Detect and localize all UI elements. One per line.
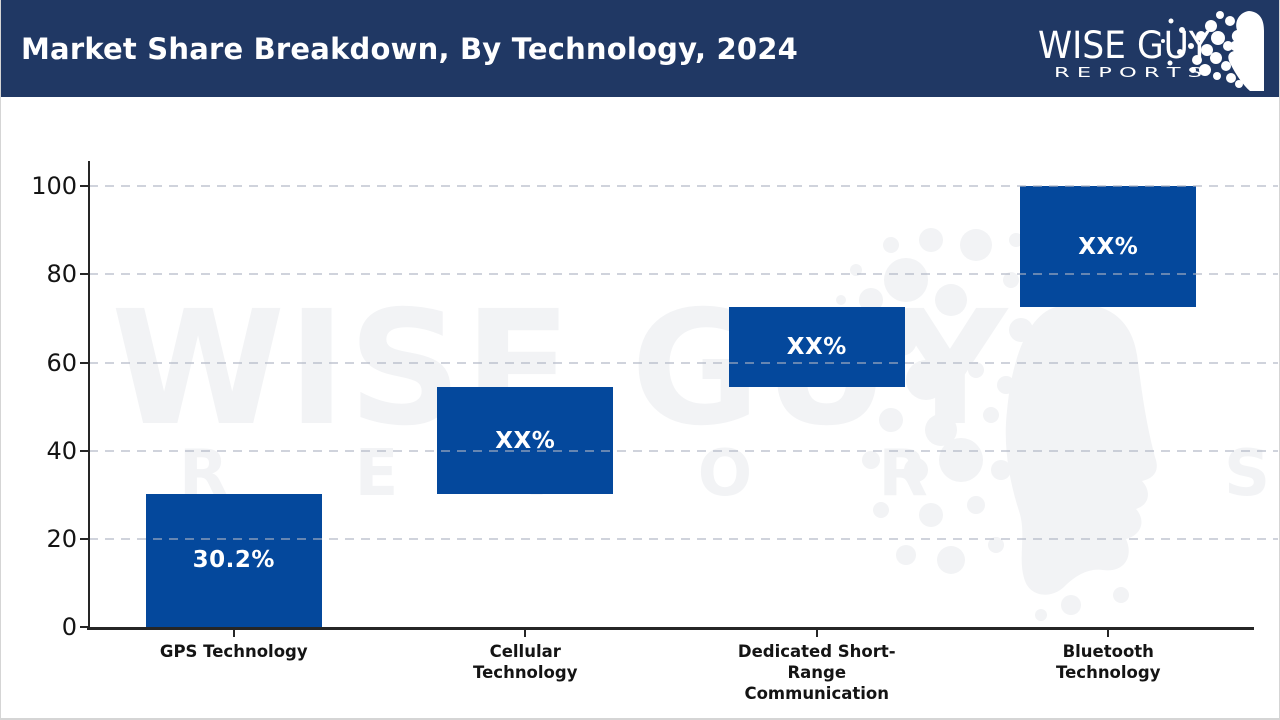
chart-area: WISE GUY R E P O R T S 30.2% GPS Technolo…: [1, 97, 1279, 718]
x-tick-label-bluetooth-technology: Bluetooth Technology: [1056, 642, 1161, 682]
bar-value-label: 30.2%: [192, 547, 275, 574]
y-axis-tick: [80, 449, 89, 452]
x-tick-label-cellular-technology: Cellular Technology: [473, 642, 578, 682]
y-tick-label-80: 80: [46, 260, 77, 289]
y-axis-tick: [80, 273, 89, 276]
y-tick-label-20: 20: [46, 524, 77, 553]
x-axis: [87, 627, 1254, 630]
logo-face-icon: [1161, 10, 1264, 91]
y-tick-label-40: 40: [46, 436, 77, 465]
y-axis-tick: [80, 361, 89, 364]
gridline-40: [89, 449, 1278, 452]
gridline-100: [89, 185, 1278, 188]
x-tick-label-gps-technology: GPS Technology: [159, 642, 308, 661]
bar-bluetooth-technology: XX%: [1020, 186, 1197, 307]
watermark-face-icon: [836, 228, 1157, 621]
bar-value-label: XX%: [1078, 233, 1139, 260]
y-tick-label-100: 100: [31, 172, 77, 201]
bar-dedicated-short-range-communication: XX%: [728, 306, 905, 387]
x-tick-label-dedicated-short-range-communication: Dedicated Short- Range Communication: [737, 642, 896, 703]
gridline-60: [89, 361, 1278, 364]
y-axis-tick: [80, 626, 89, 628]
header-bar: Market Share Breakdown, By Technology, 2…: [1, 0, 1279, 97]
y-axis-tick: [80, 185, 89, 188]
page-title: Market Share Breakdown, By Technology, 2…: [21, 31, 799, 66]
x-axis-tick: [815, 629, 818, 637]
y-axis-tick: [80, 537, 89, 540]
x-axis-tick: [524, 629, 527, 637]
bar-cellular-technology: XX%: [437, 387, 614, 494]
y-axis: [88, 161, 90, 630]
wise-guy-logo: WISE GUY R E P O R T S: [1038, 10, 1264, 91]
x-axis-tick: [232, 629, 235, 637]
x-axis-tick: [1107, 629, 1110, 637]
gridline-20: [89, 537, 1278, 540]
bar-value-label: XX%: [495, 427, 556, 454]
bar-gps-technology: 30.2%: [145, 493, 322, 627]
bar-value-label: XX%: [786, 333, 847, 360]
y-tick-label-0: 0: [61, 613, 77, 641]
gridline-80: [89, 273, 1278, 276]
y-tick-label-60: 60: [46, 348, 77, 377]
logo-reports-text: R E P O R T S: [1054, 66, 1202, 81]
